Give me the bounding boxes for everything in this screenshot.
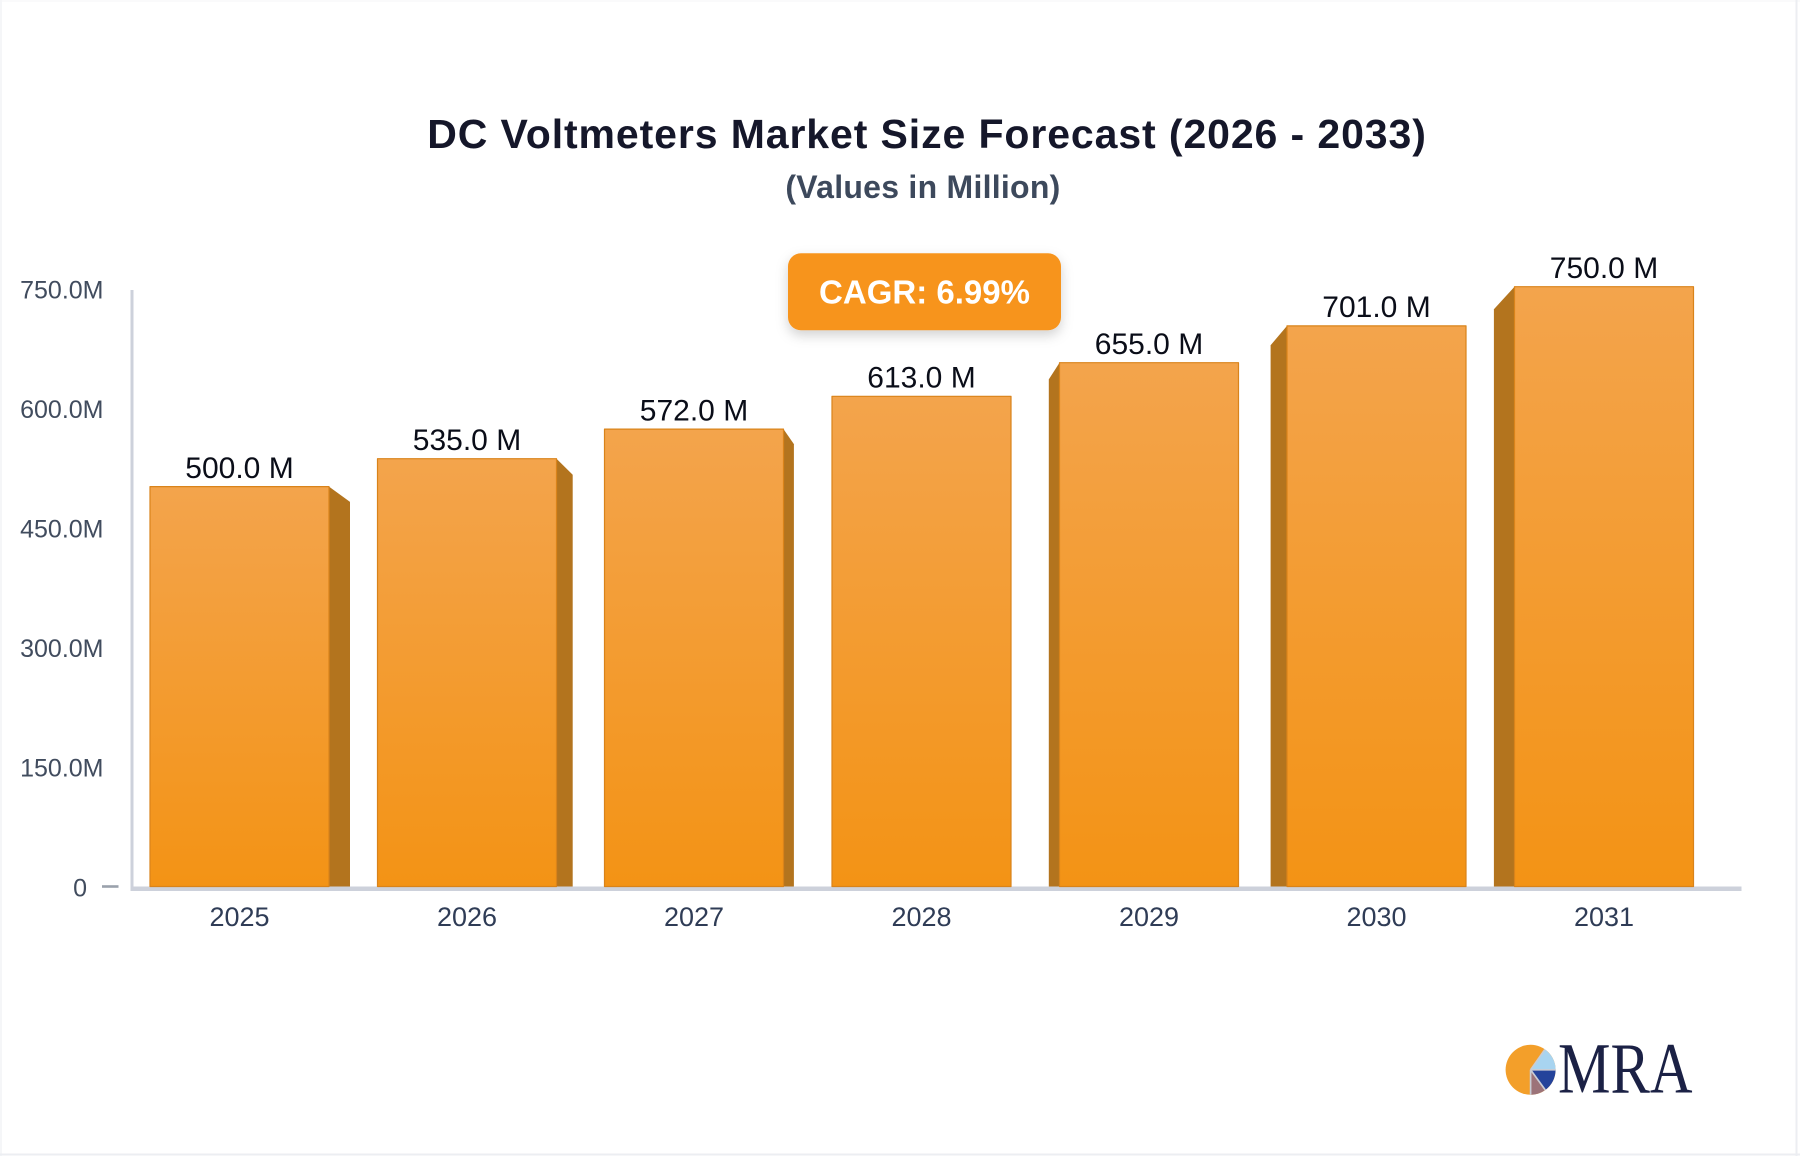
svg-text:2030: 2030: [1346, 902, 1406, 932]
svg-text:MRA: MRA: [1558, 1029, 1693, 1109]
svg-text:DC Voltmeters Market Size Fore: DC Voltmeters Market Size Forecast (2026…: [427, 111, 1427, 157]
svg-text:2026: 2026: [437, 902, 497, 932]
svg-text:2028: 2028: [891, 902, 951, 932]
svg-text:150.0M: 150.0M: [20, 754, 103, 782]
svg-text:600.0M: 600.0M: [20, 396, 103, 424]
svg-text:2025: 2025: [209, 902, 269, 932]
svg-text:0: 0: [73, 874, 87, 902]
svg-text:655.0 M: 655.0 M: [1095, 328, 1203, 361]
svg-text:300.0M: 300.0M: [20, 635, 103, 663]
svg-text:572.0 M: 572.0 M: [640, 394, 748, 427]
svg-text:613.0 M: 613.0 M: [867, 362, 975, 395]
svg-text:450.0M: 450.0M: [20, 515, 103, 543]
svg-text:(Values in Million): (Values in Million): [785, 169, 1060, 205]
svg-text:701.0 M: 701.0 M: [1322, 291, 1430, 324]
svg-text:2027: 2027: [664, 902, 724, 932]
svg-text:750.0M: 750.0M: [20, 276, 103, 304]
svg-text:2029: 2029: [1119, 902, 1179, 932]
svg-text:750.0 M: 750.0 M: [1550, 252, 1658, 285]
svg-text:535.0 M: 535.0 M: [413, 424, 521, 457]
svg-text:2031: 2031: [1574, 902, 1634, 932]
svg-text:CAGR: 6.99%: CAGR: 6.99%: [819, 274, 1030, 311]
svg-text:500.0 M: 500.0 M: [185, 452, 293, 485]
